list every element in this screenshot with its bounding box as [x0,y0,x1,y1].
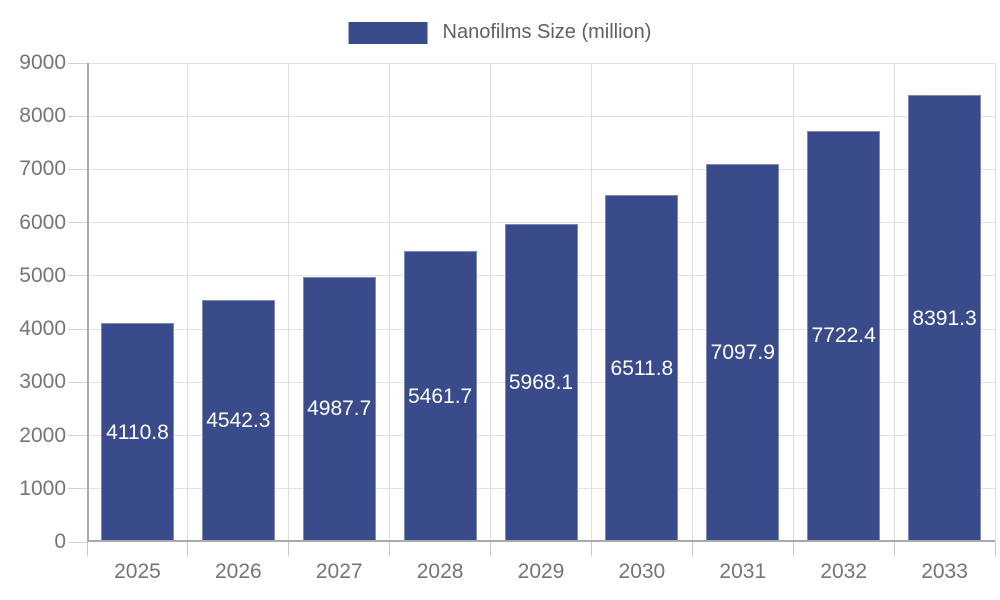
y-axis-tick [68,435,87,437]
x-gridline [288,63,290,542]
x-axis-tick-label: 2025 [114,560,161,583]
bar-2029[interactable] [504,224,578,542]
y-axis-tick [68,62,87,64]
x-axis-tick [288,542,290,556]
y-axis-tick [68,115,87,117]
y-axis-tick-label: 1000 [19,476,66,500]
x-axis-tick-label: 2027 [315,560,363,583]
x-axis-tick [792,542,794,556]
x-axis-tick-label: 2033 [921,560,968,583]
x-gridline [187,63,189,542]
x-axis-tick-label: 2028 [416,560,464,583]
bar-2030[interactable] [605,195,679,542]
x-axis-tick [187,542,189,556]
bar-2032[interactable] [807,131,881,542]
y-axis-tick [68,488,87,490]
y-axis-tick-label: 4000 [19,317,66,341]
y-gridline [87,222,995,224]
y-axis-tick [68,541,87,543]
y-axis-tick [68,328,87,330]
x-gridline [490,63,492,542]
x-axis-tick [590,542,592,556]
y-axis-tick-label: 6000 [19,210,66,234]
y-axis-tick [68,168,87,170]
y-axis-tick [68,381,87,383]
y-axis-tick-label: 0 [54,530,66,553]
x-axis-tick [86,542,88,556]
x-axis-tick-label: 2029 [517,560,565,583]
x-axis-tick [994,542,996,556]
x-gridline [792,63,794,542]
y-axis-tick-label: 2000 [19,423,66,447]
y-axis-tick-label: 5000 [19,263,66,287]
x-axis-line [87,540,995,542]
bar-2026[interactable] [201,300,275,542]
bar-2028[interactable] [403,251,477,542]
x-axis-tick-label: 2031 [719,560,767,583]
legend-label: Nanofilms Size (million) [442,21,652,43]
y-axis-tick-label: 9000 [19,51,66,74]
bar-2033[interactable] [908,95,982,542]
x-axis-tick-label: 2032 [820,560,868,583]
x-axis-tick-label: 2030 [618,560,666,583]
bar-2031[interactable] [706,164,780,542]
y-axis-tick [68,275,87,277]
y-gridline [87,115,995,117]
legend-swatch [348,21,428,44]
y-axis-tick-label: 7000 [19,157,66,181]
x-gridline [590,63,592,542]
x-axis-tick [389,542,391,556]
legend[interactable]: Nanofilms Size (million) [348,21,652,44]
y-axis-tick-label: 3000 [19,370,66,394]
y-axis-tick [68,222,87,224]
x-gridline [691,63,693,542]
x-axis-tick [893,542,895,556]
plot-area: 4110.8 4542.3 4987.7 5461.7 5968.1 6511.8 7097… [19,51,996,583]
bar-2027[interactable] [302,276,376,542]
y-gridline [87,62,995,64]
y-axis-line [87,63,89,542]
x-axis-tick [490,542,492,556]
x-gridline [389,63,391,542]
y-gridline [87,168,995,170]
y-axis-tick-label: 8000 [19,104,66,128]
x-gridline [893,63,895,542]
x-gridline [994,63,996,542]
x-axis-tick-label: 2026 [214,560,262,583]
bar-2025[interactable] [100,323,174,542]
x-axis-tick [691,542,693,556]
